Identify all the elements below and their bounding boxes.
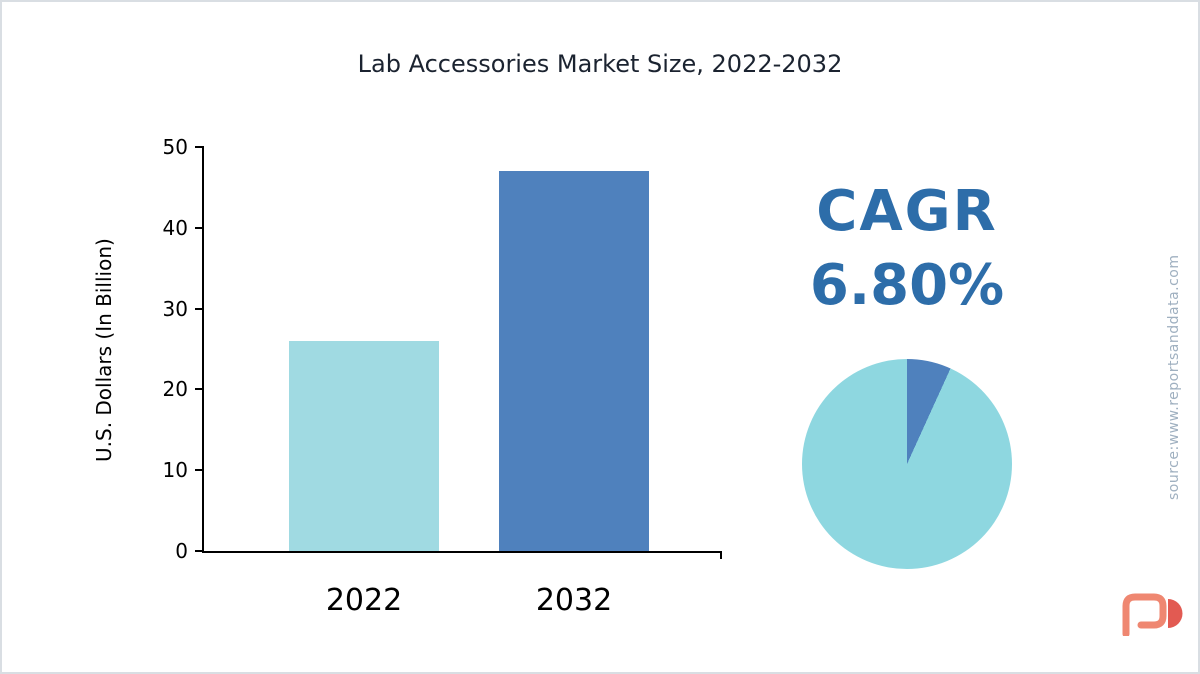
cagr-label: CAGR bbox=[816, 179, 998, 244]
y-tick-label: 10 bbox=[162, 458, 188, 483]
reports-and-data-logo bbox=[1118, 590, 1184, 638]
cagr-value: 6.80% bbox=[809, 253, 1005, 318]
y-tick-mark bbox=[195, 226, 204, 229]
y-tick-mark bbox=[195, 550, 204, 552]
y-tick-mark bbox=[195, 307, 204, 310]
x-tick-label-2022: 2022 bbox=[325, 583, 403, 618]
chart-title: Lab Accessories Market Size, 2022-2032 bbox=[357, 50, 843, 78]
y-tick-label: 50 bbox=[162, 135, 188, 159]
bar-plot-area: 0 10 20 30 40 50 2022 2032 bbox=[163, 137, 722, 618]
bar-2032 bbox=[499, 171, 649, 551]
x-axis-end-tick bbox=[720, 551, 722, 559]
cagr-pie-chart bbox=[802, 359, 1012, 569]
source-watermark: source:www.reportsanddata.com bbox=[1166, 254, 1182, 501]
y-tick-label: 20 bbox=[162, 377, 188, 402]
y-tick-mark bbox=[195, 469, 204, 472]
y-tick-label: 30 bbox=[162, 296, 188, 321]
cagr-block: CAGR 6.80% bbox=[772, 184, 1042, 314]
y-tick-label: 0 bbox=[175, 539, 188, 563]
x-tick-label-2032: 2032 bbox=[535, 583, 613, 618]
y-tick-mark bbox=[195, 388, 204, 391]
y-tick-mark bbox=[195, 146, 204, 148]
y-tick-label: 40 bbox=[162, 215, 188, 240]
y-axis-label: U.S. Dollars (In Billion) bbox=[92, 238, 116, 462]
reports-and-data-logo-icon bbox=[1122, 593, 1183, 638]
bar-2022 bbox=[289, 340, 439, 551]
